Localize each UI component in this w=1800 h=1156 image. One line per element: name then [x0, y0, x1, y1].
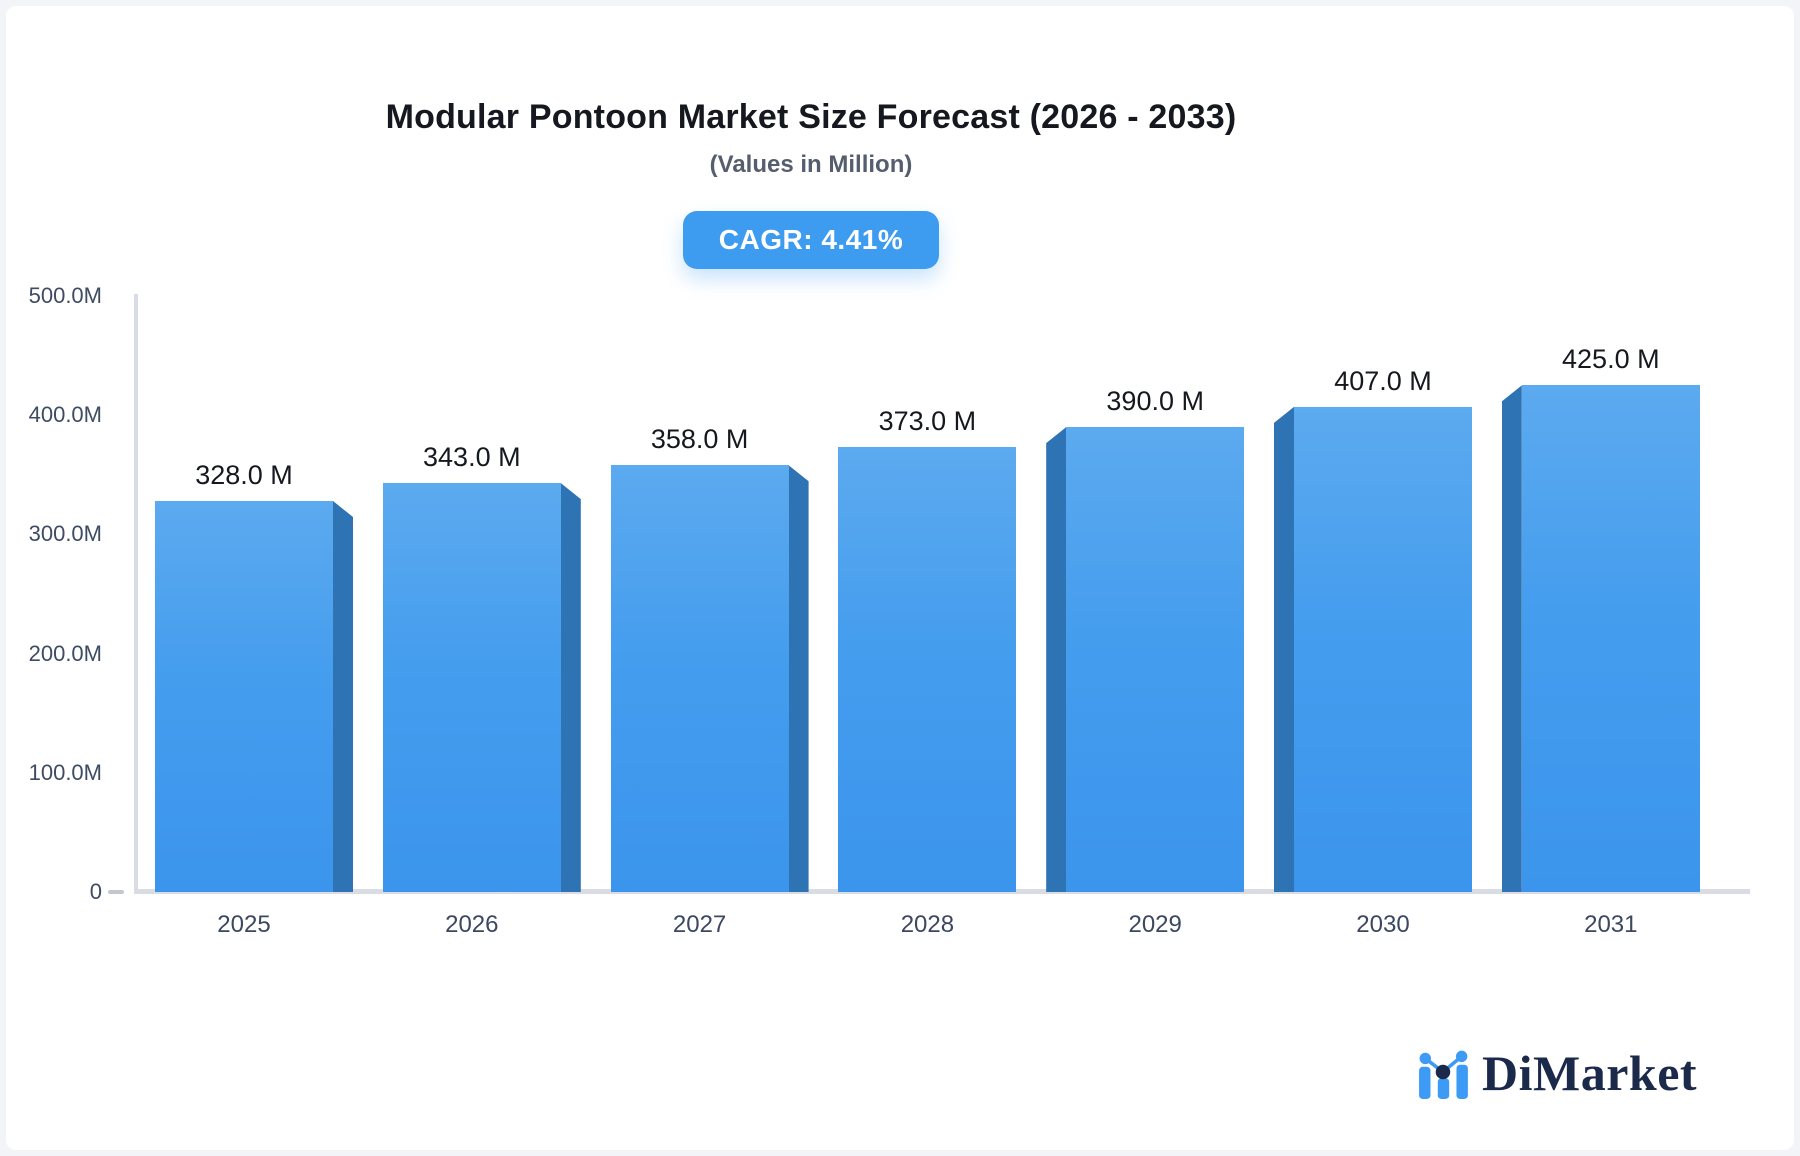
- x-axis-label: 2028: [900, 911, 955, 938]
- y-axis-tick-label: 500.0M: [28, 283, 102, 308]
- bar: [382, 483, 561, 892]
- y-axis-tick-label: 100.0M: [28, 759, 102, 785]
- chart-header: Modular Pontoon Market Size Forecast (20…: [6, 6, 1616, 269]
- x-axis-label: 2030: [1356, 911, 1410, 938]
- bar-value-label: 358.0 M: [650, 424, 749, 455]
- bar-side-shadow: [1501, 385, 1522, 892]
- x-axis-label: 2025: [217, 911, 271, 938]
- bar-value-label: 328.0 M: [195, 460, 293, 491]
- bar: [1066, 427, 1245, 892]
- bar-side-shadow: [788, 465, 809, 892]
- bar-value-label: 390.0 M: [1106, 386, 1204, 417]
- brand-logo-text: DiMarket: [1482, 1045, 1698, 1101]
- bar: [155, 501, 333, 892]
- x-axis-label: 2031: [1584, 911, 1638, 938]
- zero-tick-mark: [108, 890, 124, 894]
- y-axis-tick-label: 300.0M: [28, 521, 102, 547]
- bar-chart-logo-icon: [1419, 1050, 1468, 1099]
- bar-value-label: 407.0 M: [1334, 365, 1432, 396]
- bar-side-shadow: [1046, 427, 1067, 892]
- y-axis-tick-label: 200.0M: [28, 640, 102, 666]
- bar-side-shadow: [560, 483, 581, 892]
- x-axis-label: 2029: [1128, 911, 1182, 938]
- bar-value-label: 373.0 M: [878, 406, 977, 437]
- bar: [1294, 406, 1472, 892]
- chart-card: Modular Pontoon Market Size Forecast (20…: [6, 6, 1794, 1150]
- bar: [1521, 385, 1700, 892]
- x-axis-label: 2027: [672, 911, 727, 938]
- bar-value-label: 343.0 M: [423, 442, 521, 473]
- x-axis-label: 2026: [445, 911, 499, 938]
- chart-title: Modular Pontoon Market Size Forecast (20…: [385, 98, 1237, 136]
- bar-side-shadow: [333, 501, 353, 892]
- bar-chart-plot: 0 100.0M 200.0M 300.0M 400.0M 500.0M 328.0 M 20…: [6, 6, 1800, 1156]
- y-axis-line: [134, 294, 138, 892]
- bar: [610, 465, 789, 892]
- bar-side-shadow: [1274, 406, 1294, 892]
- chart-subtitle: (Values in Million): [709, 151, 913, 178]
- bar-value-label: 425.0 M: [1562, 344, 1660, 375]
- brand-logo: DiMarket: [1418, 1044, 1697, 1102]
- bar: [838, 447, 1017, 892]
- y-axis-tick-label: 400.0M: [28, 402, 102, 428]
- cagr-badge: CAGR: 4.41%: [682, 211, 940, 269]
- y-axis-tick-label: 0: [89, 879, 102, 904]
